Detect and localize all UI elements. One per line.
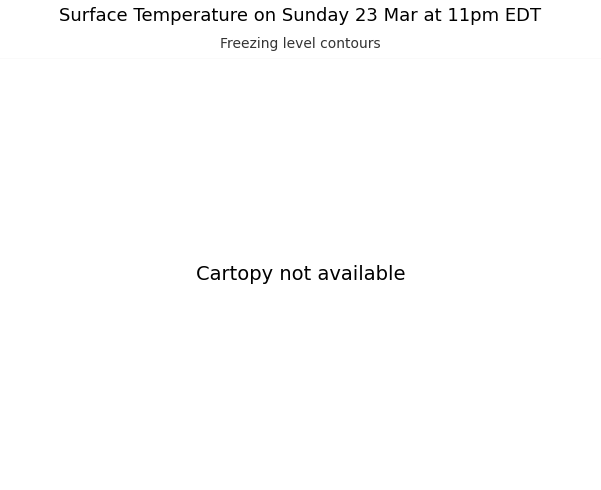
Text: Freezing level contours: Freezing level contours bbox=[220, 37, 381, 51]
Text: Cartopy not available: Cartopy not available bbox=[196, 265, 405, 284]
Text: Surface Temperature on Sunday 23 Mar at 11pm EDT: Surface Temperature on Sunday 23 Mar at … bbox=[59, 7, 542, 25]
